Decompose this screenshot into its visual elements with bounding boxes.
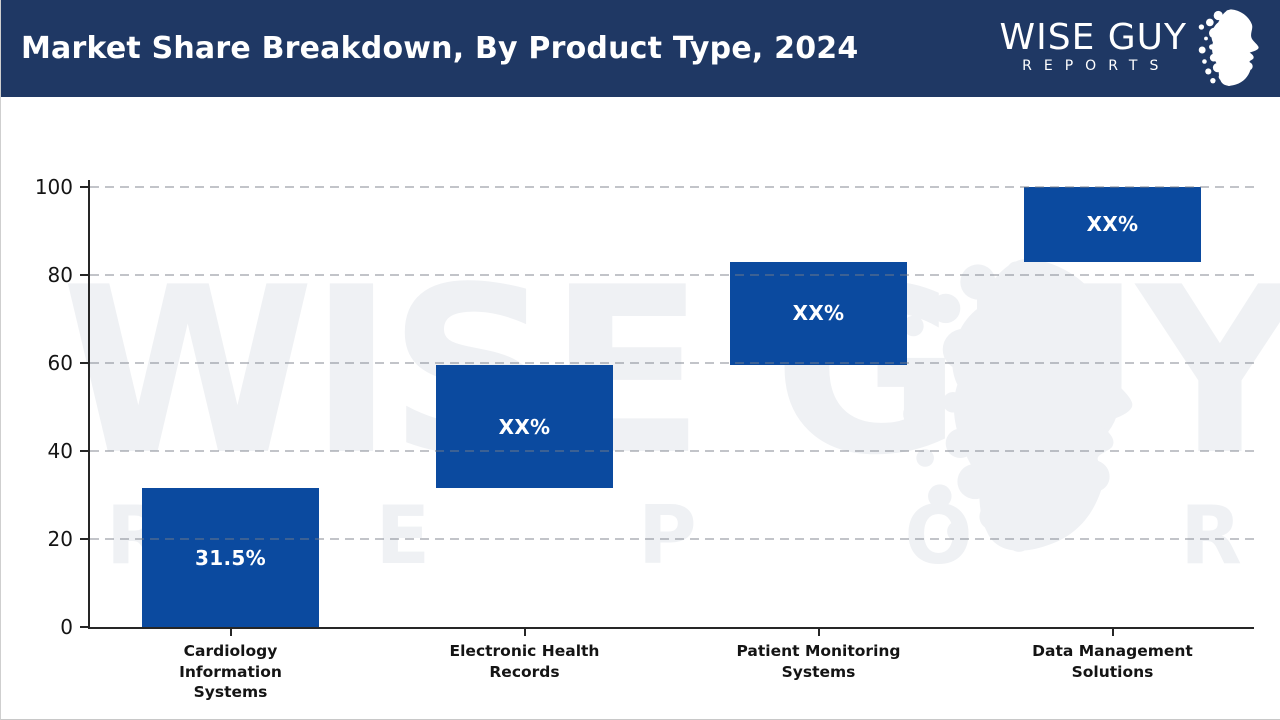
x-tick-mark-3	[817, 629, 820, 636]
bar-3: XX%	[730, 261, 907, 366]
y-tick-mark-100	[80, 186, 88, 188]
logo-wordmark: WISE GUY REPORTS	[999, 17, 1188, 74]
category-label-2: Electronic Health Records	[449, 642, 600, 681]
x-axis-line	[88, 627, 1254, 629]
category-label-4: Data Management Solutions	[1032, 642, 1193, 681]
wise-guy-logo: WISE GUY REPORTS	[1000, 0, 1280, 97]
bar-value-label: XX%	[498, 414, 551, 439]
y-tick-mark-20	[80, 538, 88, 540]
gridline-20	[90, 538, 1254, 540]
gridline-40	[90, 450, 1254, 452]
bar-1: 31.5%	[142, 488, 319, 627]
gridline-80	[90, 274, 1254, 276]
page-title: Market Share Breakdown, By Product Type,…	[21, 31, 859, 66]
y-tick-mark-60	[80, 362, 88, 364]
header: Market Share Breakdown, By Product Type,…	[1, 0, 1280, 97]
y-tick-label-60: 60	[47, 351, 73, 375]
logo-head-icon	[1198, 8, 1259, 86]
gridline-60	[90, 362, 1254, 364]
y-tick-label-40: 40	[47, 439, 73, 463]
gridline-100	[90, 186, 1254, 188]
y-tick-mark-80	[80, 274, 88, 276]
y-axis-line	[88, 180, 90, 629]
bar-2: XX%	[436, 365, 613, 489]
y-tick-label-80: 80	[47, 263, 73, 287]
y-tick-label-100: 100	[34, 175, 73, 199]
y-tick-label-0: 0	[60, 615, 73, 639]
y-tick-mark-40	[80, 450, 88, 452]
bar-value-label: XX%	[1086, 212, 1139, 237]
x-tick-mark-2	[523, 629, 526, 636]
y-tick-label-20: 20	[47, 527, 73, 551]
category-label-3: Patient Monitoring Systems	[736, 642, 901, 681]
logo-wordmark-line2: REPORTS	[1022, 58, 1171, 74]
x-tick-mark-1	[229, 629, 232, 636]
category-label-1: Cardiology Information Systems	[179, 642, 282, 701]
watermark-wordmark: WISE GUY	[61, 239, 1280, 506]
bar-value-label: 31.5%	[195, 545, 266, 570]
y-tick-mark-0	[80, 626, 88, 628]
logo-wordmark-line1: WISE GUY	[999, 17, 1187, 58]
bar-value-label: XX%	[792, 301, 845, 326]
x-tick-mark-4	[1111, 629, 1114, 636]
bar-4: XX%	[1024, 187, 1201, 262]
